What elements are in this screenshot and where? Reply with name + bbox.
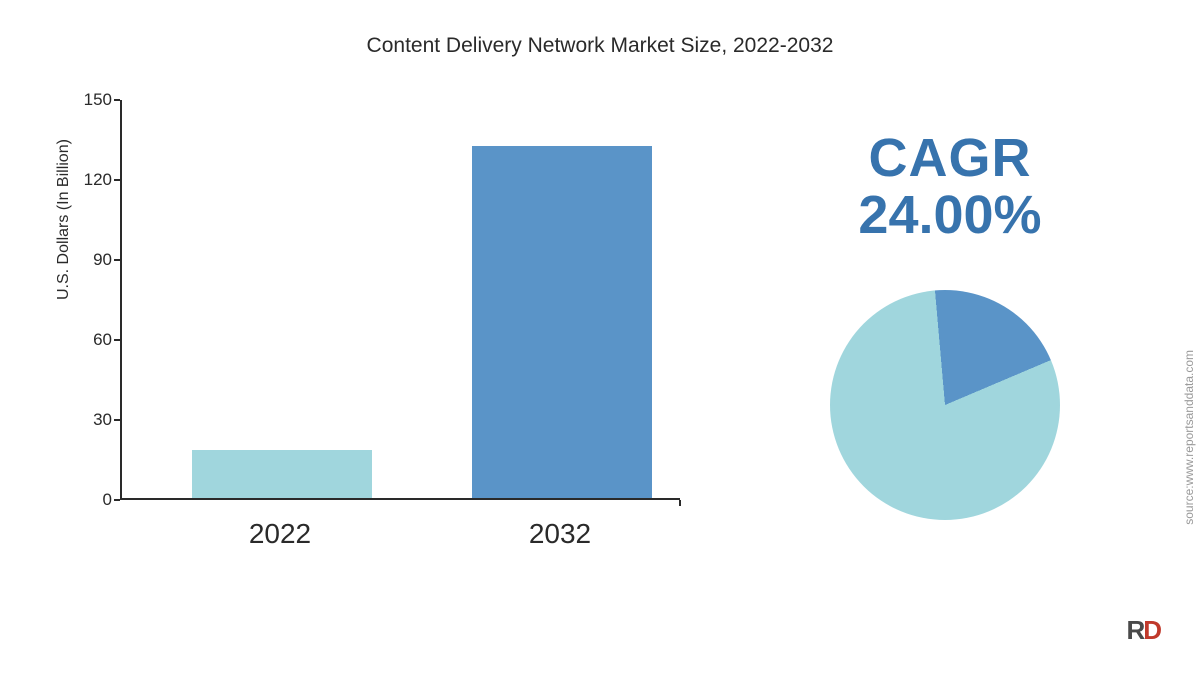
- y-tick-label: 120: [80, 170, 112, 190]
- chart-title: Content Delivery Network Market Size, 20…: [0, 34, 1200, 58]
- y-tick-mark: [114, 499, 120, 501]
- y-tick-label: 150: [80, 90, 112, 110]
- y-tick-label: 60: [80, 330, 112, 350]
- logo-r: R: [1126, 615, 1143, 645]
- bar-plot-area: [120, 100, 680, 500]
- y-tick-mark: [114, 339, 120, 341]
- bar-2022: [192, 450, 372, 498]
- x-axis-label-2032: 2032: [470, 518, 650, 550]
- bar-2032: [472, 146, 652, 498]
- cagr-value: 24.00%: [780, 187, 1120, 244]
- source-text: source:www.reportsanddata.com: [1182, 350, 1196, 525]
- cagr-label: CAGR: [780, 130, 1120, 187]
- y-axis-label: U.S. Dollars (In Billion): [55, 139, 73, 300]
- y-tick-label: 0: [80, 490, 112, 510]
- logo-d: D: [1143, 615, 1160, 645]
- pie-chart: [830, 290, 1060, 520]
- y-tick-mark: [114, 179, 120, 181]
- y-tick-mark: [114, 419, 120, 421]
- x-axis-label-2022: 2022: [190, 518, 370, 550]
- y-tick-label: 30: [80, 410, 112, 430]
- logo: RD: [1126, 615, 1160, 646]
- y-tick-mark: [114, 259, 120, 261]
- y-tick-label: 90: [80, 250, 112, 270]
- y-tick-mark: [114, 99, 120, 101]
- x-tick-mark: [679, 500, 681, 506]
- cagr-block: CAGR 24.00%: [780, 130, 1120, 243]
